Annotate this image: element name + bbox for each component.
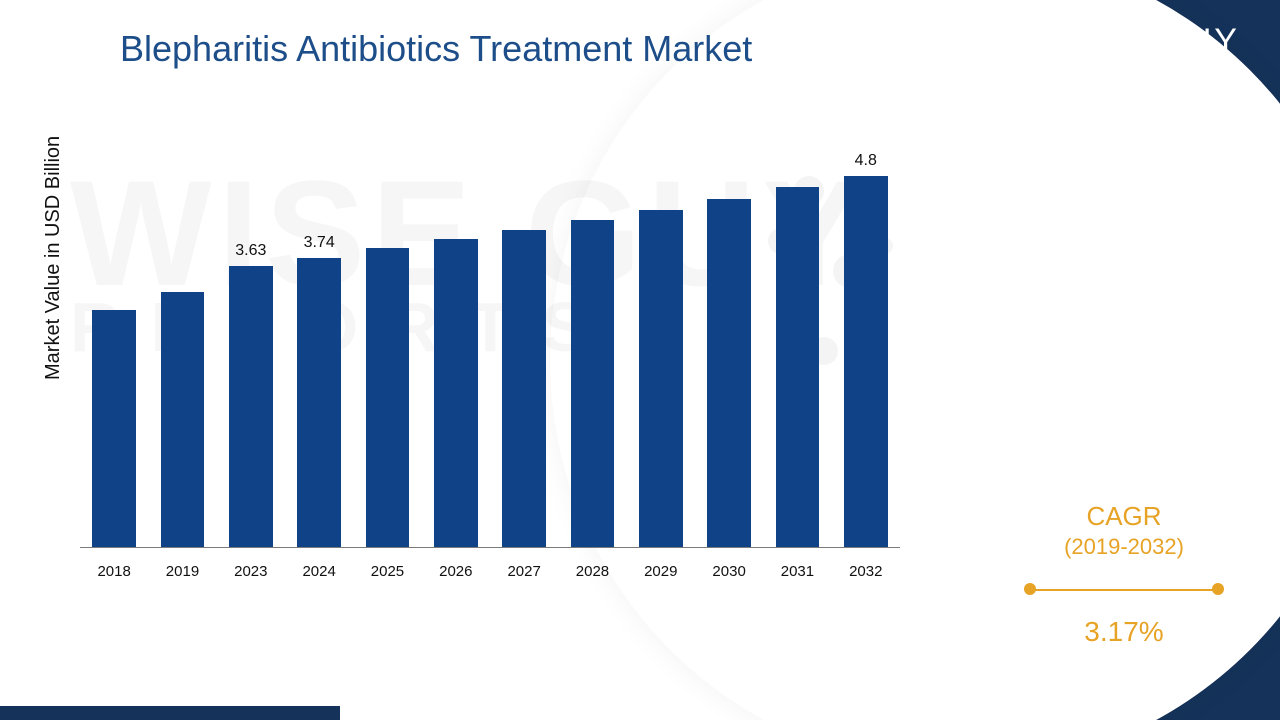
bar bbox=[776, 187, 820, 548]
bars-container: 3.633.744.8 bbox=[80, 160, 900, 548]
bar-2026 bbox=[422, 215, 490, 548]
x-tick-label: 2023 bbox=[217, 563, 285, 580]
brand-head-icon bbox=[1010, 18, 1080, 88]
bar-2024: 3.74 bbox=[285, 234, 353, 548]
bar-value-label: 4.8 bbox=[855, 152, 877, 172]
bar bbox=[92, 310, 136, 548]
bar bbox=[571, 220, 615, 548]
bar bbox=[844, 176, 888, 548]
bar-2027 bbox=[490, 206, 558, 548]
x-tick-label: 2030 bbox=[695, 563, 763, 580]
cagr-subtitle: (2019-2032) bbox=[1024, 534, 1224, 560]
x-axis-labels: 2018201920232024202520262027202820292030… bbox=[80, 563, 900, 580]
bar bbox=[366, 248, 410, 548]
chart-title: Blepharitis Antibiotics Treatment Market bbox=[120, 28, 760, 69]
footer-accent-bar bbox=[0, 706, 340, 720]
x-tick-label: 2027 bbox=[490, 563, 558, 580]
bar bbox=[707, 199, 751, 548]
bar-value-label: 3.74 bbox=[304, 234, 335, 254]
bar-2028 bbox=[558, 196, 626, 548]
stage: WISE GUY REPORTS Blepharitis Antibiotics… bbox=[0, 0, 1280, 720]
cagr-block: CAGR (2019-2032) 3.17% bbox=[1024, 501, 1224, 648]
bar bbox=[297, 258, 341, 548]
bar-2018 bbox=[80, 286, 148, 548]
bar-2019 bbox=[148, 268, 216, 548]
bar-2032: 4.8 bbox=[832, 152, 900, 548]
x-tick-label: 2018 bbox=[80, 563, 148, 580]
x-tick-label: 2025 bbox=[353, 563, 421, 580]
bar-2029 bbox=[627, 186, 695, 548]
x-tick-label: 2032 bbox=[832, 563, 900, 580]
bar bbox=[502, 230, 546, 548]
bar-value-label: 3.63 bbox=[235, 242, 266, 262]
bar-2031 bbox=[763, 163, 831, 548]
bar-2025 bbox=[353, 224, 421, 548]
x-tick-label: 2029 bbox=[627, 563, 695, 580]
cagr-divider bbox=[1024, 578, 1224, 602]
x-tick-label: 2024 bbox=[285, 563, 353, 580]
x-tick-label: 2019 bbox=[148, 563, 216, 580]
y-axis-label: Market Value in USD Billion bbox=[42, 136, 65, 380]
x-tick-label: 2031 bbox=[763, 563, 831, 580]
bar bbox=[161, 292, 205, 548]
cagr-title: CAGR bbox=[1024, 501, 1224, 532]
cagr-value: 3.17% bbox=[1024, 616, 1224, 648]
bar bbox=[229, 266, 273, 548]
bar bbox=[434, 239, 478, 548]
bar-2030 bbox=[695, 175, 763, 548]
chart-baseline bbox=[80, 547, 900, 548]
x-tick-label: 2026 bbox=[422, 563, 490, 580]
bar-2023: 3.63 bbox=[217, 242, 285, 548]
bar bbox=[639, 210, 683, 548]
x-tick-label: 2028 bbox=[558, 563, 626, 580]
bar-chart: 3.633.744.8 2018201920232024202520262027… bbox=[80, 160, 900, 580]
